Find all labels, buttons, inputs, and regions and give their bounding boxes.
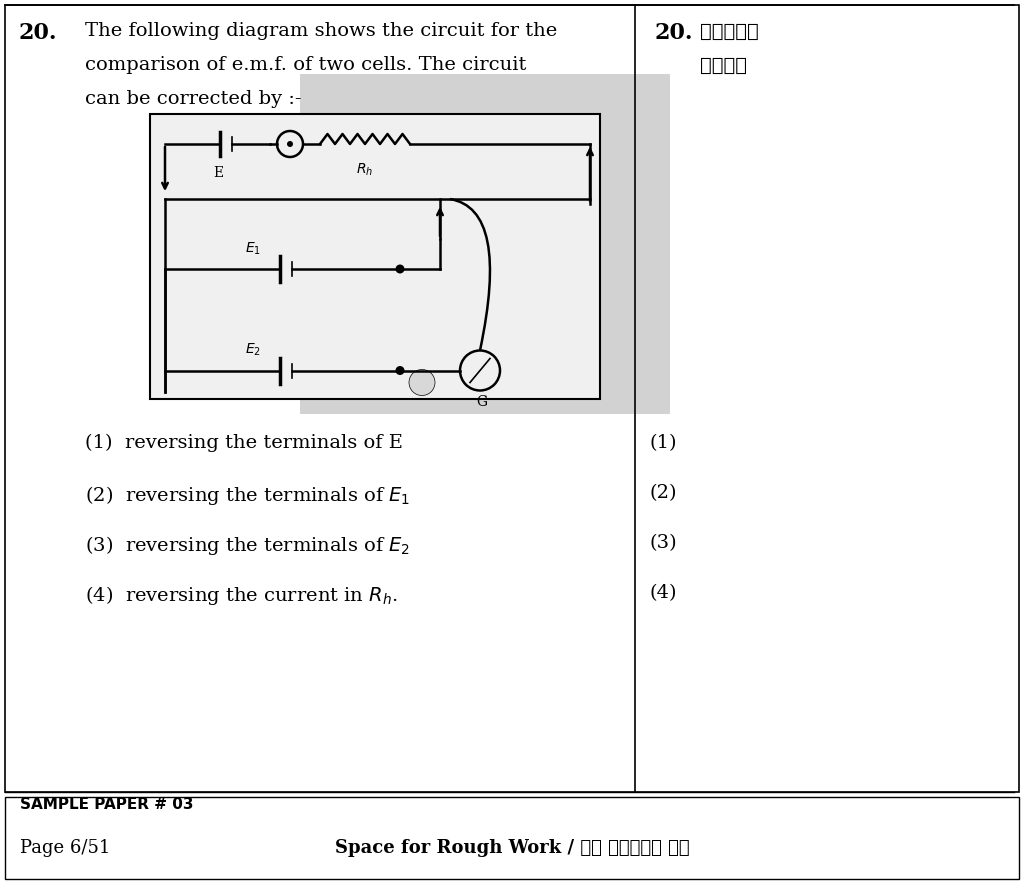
FancyBboxPatch shape <box>5 797 1019 879</box>
Circle shape <box>395 264 404 273</box>
Text: (1)  reversing the terminals of E: (1) reversing the terminals of E <box>85 434 402 453</box>
Text: comparison of e.m.f. of two cells. The circuit: comparison of e.m.f. of two cells. The c… <box>85 56 526 74</box>
Text: (2): (2) <box>650 484 678 502</box>
Circle shape <box>287 141 293 147</box>
Text: $E_2$: $E_2$ <box>245 342 261 359</box>
Text: परिप: परिप <box>700 56 746 75</box>
Text: (3)  reversing the terminals of $E_2$: (3) reversing the terminals of $E_2$ <box>85 534 411 557</box>
Text: (1): (1) <box>650 434 678 452</box>
Text: (2)  reversing the terminals of $E_1$: (2) reversing the terminals of $E_1$ <box>85 484 411 507</box>
Text: can be corrected by :-: can be corrected by :- <box>85 90 301 108</box>
Circle shape <box>395 366 404 375</box>
Text: SAMPLE PAPER # 03: SAMPLE PAPER # 03 <box>20 797 194 812</box>
Text: $R_h$: $R_h$ <box>356 162 374 179</box>
Text: (3): (3) <box>650 534 678 552</box>
FancyBboxPatch shape <box>5 5 1019 792</box>
Text: (4): (4) <box>650 584 678 602</box>
Text: 20.: 20. <box>655 22 693 44</box>
FancyBboxPatch shape <box>150 114 600 399</box>
Text: Space for Rough Work / रफ कार्य वे: Space for Rough Work / रफ कार्य वे <box>335 839 689 857</box>
Text: E: E <box>213 166 223 180</box>
Polygon shape <box>300 74 670 414</box>
Text: The following diagram shows the circuit for the: The following diagram shows the circuit … <box>85 22 557 40</box>
Text: $E_1$: $E_1$ <box>245 240 261 257</box>
Text: 20.: 20. <box>18 22 56 44</box>
Text: (4)  reversing the current in $R_h$.: (4) reversing the current in $R_h$. <box>85 584 397 607</box>
Circle shape <box>409 370 435 395</box>
Text: G: G <box>476 395 487 409</box>
Text: यिन्न: यिन्न <box>700 22 759 41</box>
Text: Page 6/51: Page 6/51 <box>20 839 111 857</box>
